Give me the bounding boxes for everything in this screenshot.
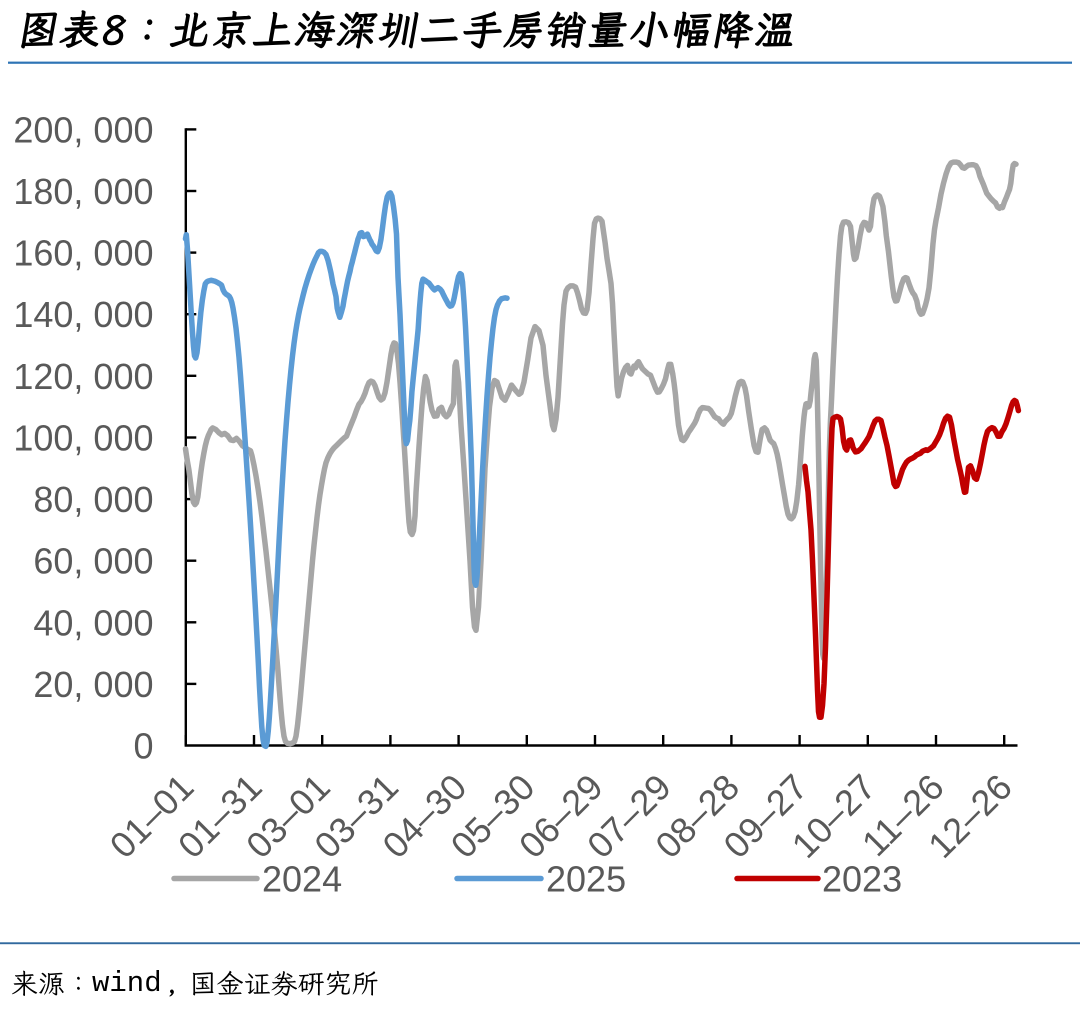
svg-text:100, 000: 100, 000 [13, 418, 153, 459]
svg-text:200, 000: 200, 000 [13, 109, 153, 150]
svg-text:0: 0 [133, 726, 153, 767]
svg-text:60, 000: 60, 000 [33, 541, 153, 582]
svg-text:80, 000: 80, 000 [33, 479, 153, 520]
svg-text:180, 000: 180, 000 [13, 171, 153, 212]
svg-text:wind: wind [92, 967, 162, 1000]
svg-text:120, 000: 120, 000 [13, 356, 153, 397]
svg-text:2024: 2024 [262, 859, 342, 900]
svg-text:2025: 2025 [546, 859, 626, 900]
svg-text:2023: 2023 [822, 859, 902, 900]
svg-text:20, 000: 20, 000 [33, 664, 153, 705]
svg-text:160, 000: 160, 000 [13, 233, 153, 274]
svg-text:40, 000: 40, 000 [33, 602, 153, 643]
svg-text:140, 000: 140, 000 [13, 294, 153, 335]
